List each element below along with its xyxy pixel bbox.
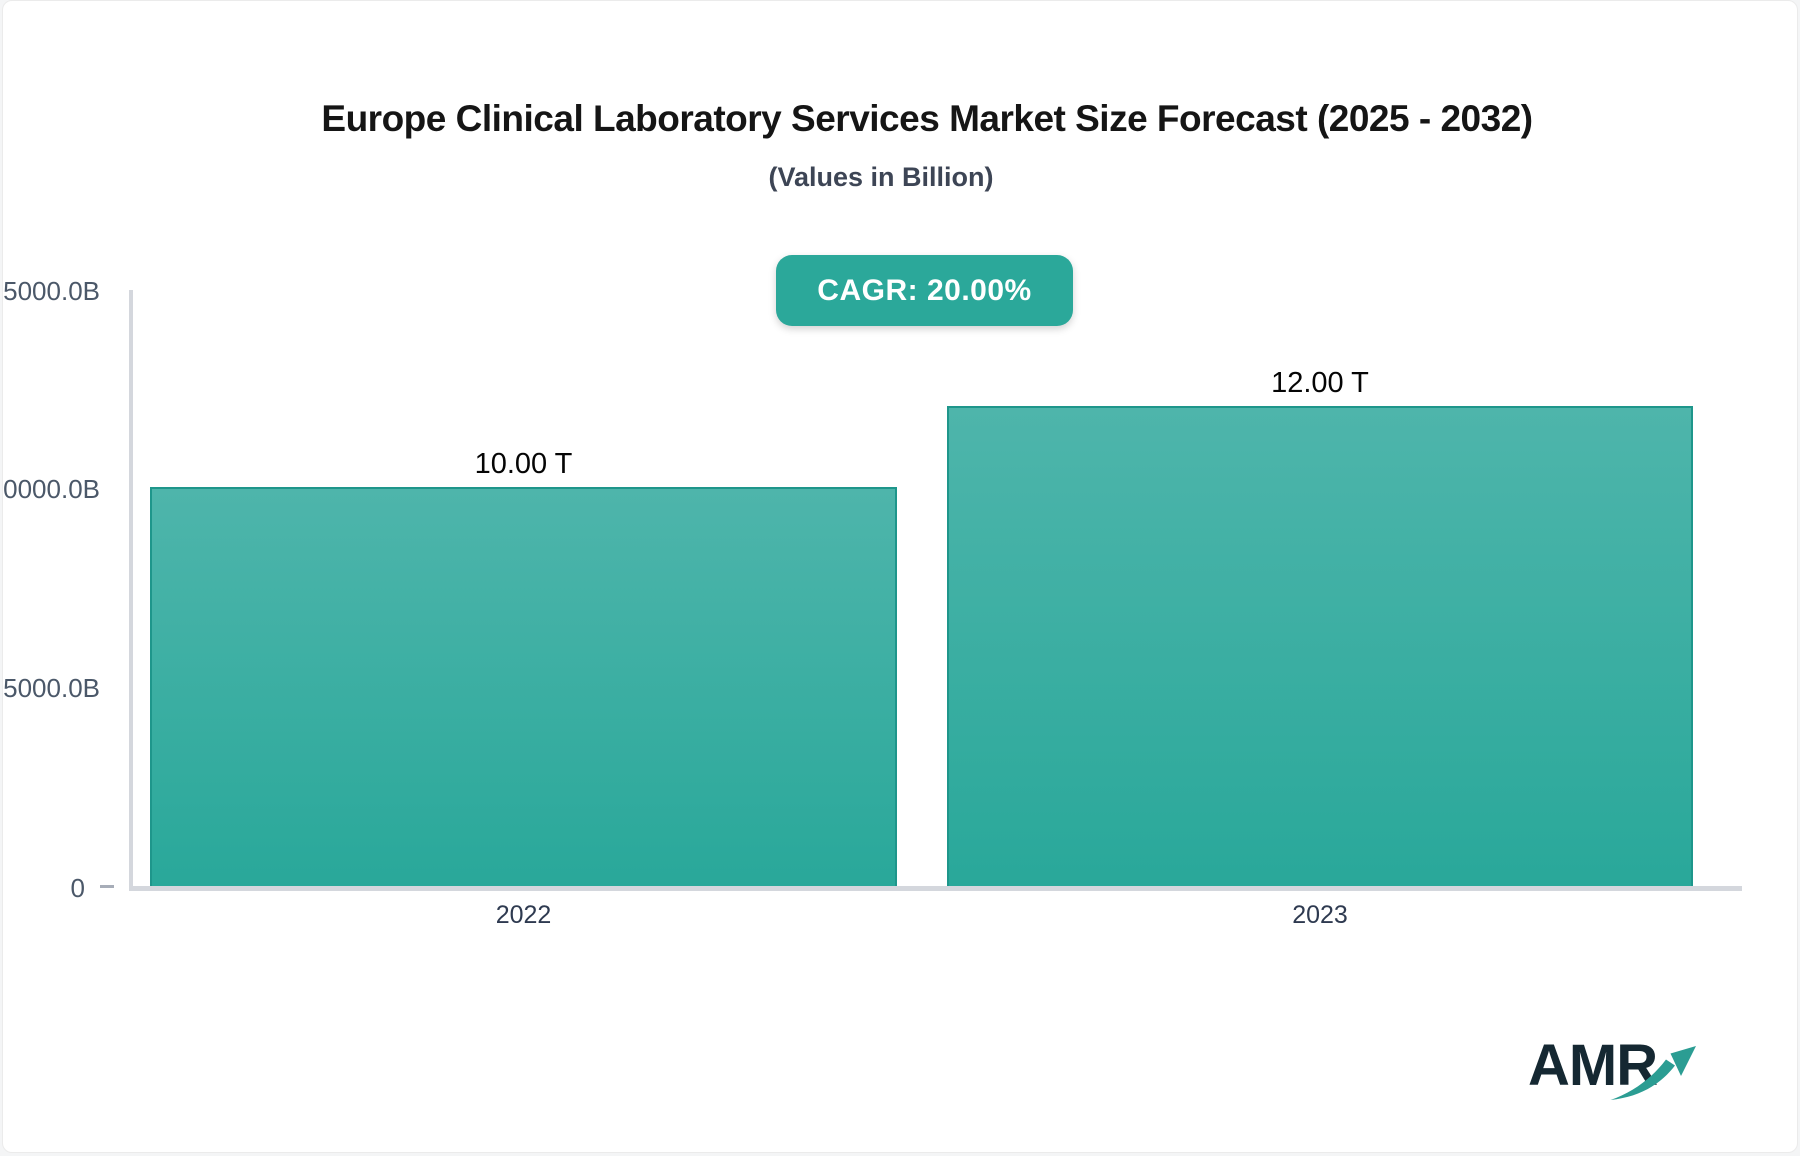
bar-value-label-2022: 10.00 T xyxy=(474,448,573,480)
bar-value-label-2023: 12.00 T xyxy=(1271,367,1369,399)
bar-2022 xyxy=(150,487,897,886)
bar-2023 xyxy=(947,406,1693,886)
cagr-badge: CAGR: 20.00% xyxy=(776,255,1073,326)
x-axis-line xyxy=(129,886,1742,891)
y-axis-tick-label-15000: 5000.0B xyxy=(3,276,100,306)
amr-logo-text: AMR xyxy=(1528,1033,1658,1098)
y-axis-tick-label-5000: 5000.0B xyxy=(3,673,100,703)
growth-arrow-icon xyxy=(1610,1046,1696,1100)
y-axis-zero-tick-mark xyxy=(100,885,114,888)
y-axis-line xyxy=(129,290,133,887)
chart-title: Europe Clinical Laboratory Services Mark… xyxy=(321,98,1533,139)
chart-subtitle: (Values in Billion) xyxy=(768,162,994,192)
y-axis-tick-label-0: 0 xyxy=(70,873,85,903)
cagr-badge-label: CAGR: 20.00% xyxy=(817,273,1032,307)
amr-logo: AMR xyxy=(1528,1032,1718,1107)
y-axis-tick-label-10000: 0000.0B xyxy=(3,474,100,504)
x-axis-label-2023: 2023 xyxy=(1292,901,1348,929)
x-axis-label-2022: 2022 xyxy=(495,901,552,929)
